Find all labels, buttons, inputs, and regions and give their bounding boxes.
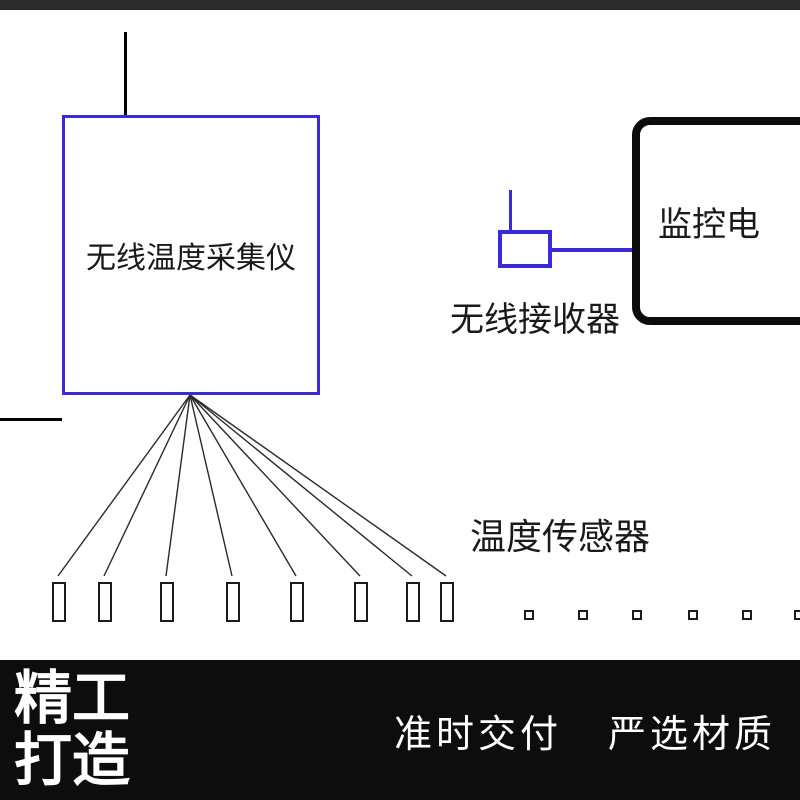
wireless-temperature-collector: 无线温度采集仪 [62, 115, 320, 395]
continuation-dot [632, 610, 642, 620]
wireless-receiver [498, 230, 552, 268]
diagram-stage: 无线温度采集仪 无线接收器 监控电 温度传感器 精工 打造 准时交付 严选材质 [0, 0, 800, 800]
monitor-label: 监控电 [658, 197, 760, 246]
receiver-antenna [509, 190, 512, 230]
collector-antenna [124, 32, 127, 115]
bottom-promo-1: 准时交付 [394, 703, 562, 758]
bottom-promo-band: 精工 打造 准时交付 严选材质 [0, 660, 800, 800]
temperature-sensor [440, 582, 454, 622]
temperature-sensor [160, 582, 174, 622]
top-crop-bar [0, 0, 800, 10]
monitoring-computer: 监控电 [632, 117, 800, 325]
continuation-dot [524, 610, 534, 620]
bottom-promo-2: 严选材质 [608, 703, 776, 758]
continuation-dot [794, 610, 800, 620]
sensors-label: 温度传感器 [470, 508, 650, 560]
collector-label: 无线温度采集仪 [86, 233, 296, 277]
bottom-big-text: 精工 打造 [14, 668, 130, 792]
bottom-promo-group: 准时交付 严选材质 [394, 703, 776, 758]
temperature-sensor [354, 582, 368, 622]
temperature-sensor [290, 582, 304, 622]
temperature-sensor [406, 582, 420, 622]
continuation-dot [688, 610, 698, 620]
receiver-to-monitor-connector [552, 248, 632, 252]
temperature-sensor [226, 582, 240, 622]
receiver-label: 无线接收器 [450, 292, 620, 341]
temperature-sensor [98, 582, 112, 622]
temperature-sensor [52, 582, 66, 622]
collector-left-connector [0, 418, 62, 421]
continuation-dot [578, 610, 588, 620]
continuation-dot [742, 610, 752, 620]
